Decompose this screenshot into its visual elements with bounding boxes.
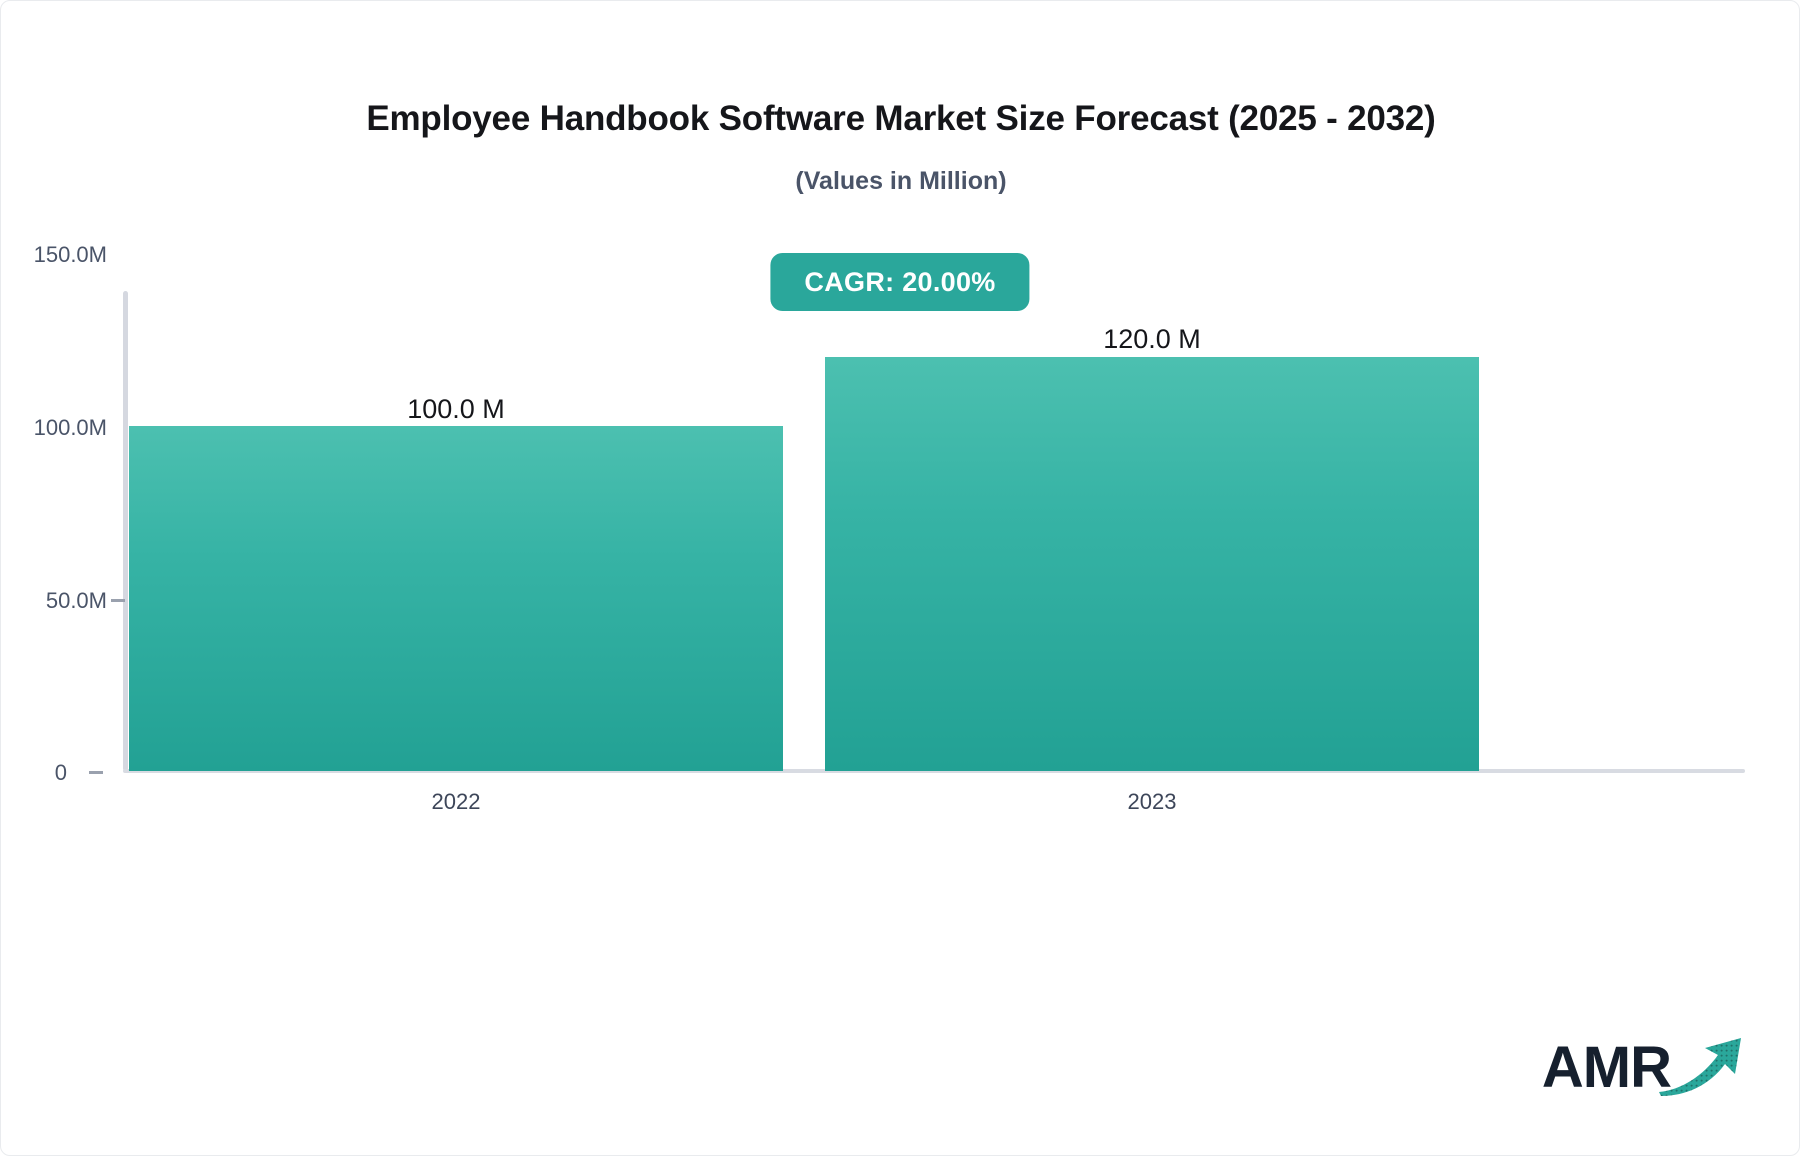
bar-value-2023: 120.0 M	[1103, 324, 1201, 354]
y-axis-line	[123, 291, 128, 771]
y-tick-label-100: 100.0M	[33, 415, 107, 440]
bar-value-2022: 100.0 M	[407, 394, 505, 424]
bar-2022	[129, 426, 783, 771]
cagr-badge-label: CAGR: 20.00%	[804, 266, 996, 297]
y-tick-dash-50	[111, 599, 125, 602]
y-tick-label-50: 50.0M	[45, 588, 107, 613]
x-tick-label-2023: 2023	[1127, 789, 1177, 814]
x-axis-line	[123, 769, 1745, 773]
x-tick-label-2022: 2022	[431, 789, 481, 814]
amr-logo: AMR	[1542, 1017, 1747, 1097]
y-tick-label-150: 150.0M	[33, 242, 107, 267]
y-tick-dash-0	[89, 771, 103, 774]
page-title: Employee Handbook Software Market Size F…	[366, 99, 1436, 138]
bar-2023	[825, 357, 1479, 771]
cagr-badge: CAGR: 20.00%	[770, 253, 1030, 311]
growth-arrow-icon	[1655, 1034, 1747, 1101]
y-tick-label-0: 0	[54, 760, 67, 785]
amr-wordmark: AMR	[1541, 1035, 1672, 1100]
chart-subtitle: (Values in Million)	[795, 167, 1007, 195]
